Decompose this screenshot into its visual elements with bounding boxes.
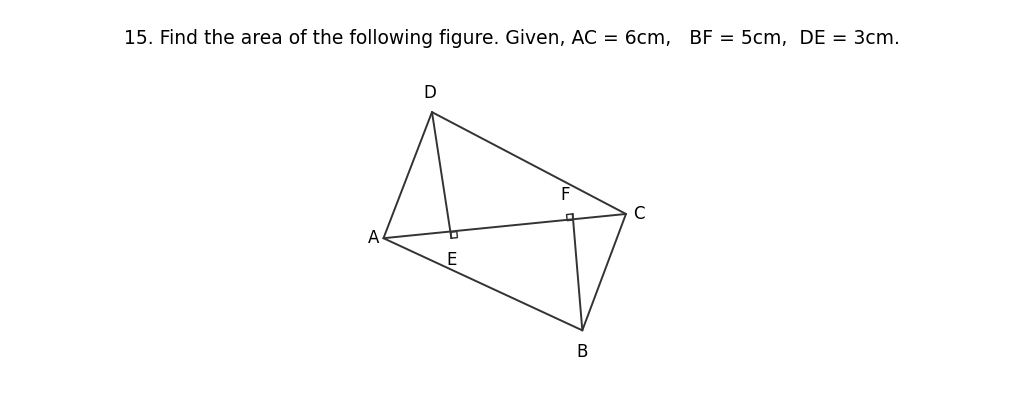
Text: B: B	[577, 343, 588, 361]
Text: E: E	[446, 251, 457, 269]
Text: 15. Find the area of the following figure. Given, AC = 6cm,   BF = 5cm,  DE = 3c: 15. Find the area of the following figur…	[124, 29, 900, 47]
Text: D: D	[423, 84, 436, 102]
Text: C: C	[634, 205, 645, 223]
Text: A: A	[368, 229, 380, 247]
Text: F: F	[560, 186, 570, 204]
